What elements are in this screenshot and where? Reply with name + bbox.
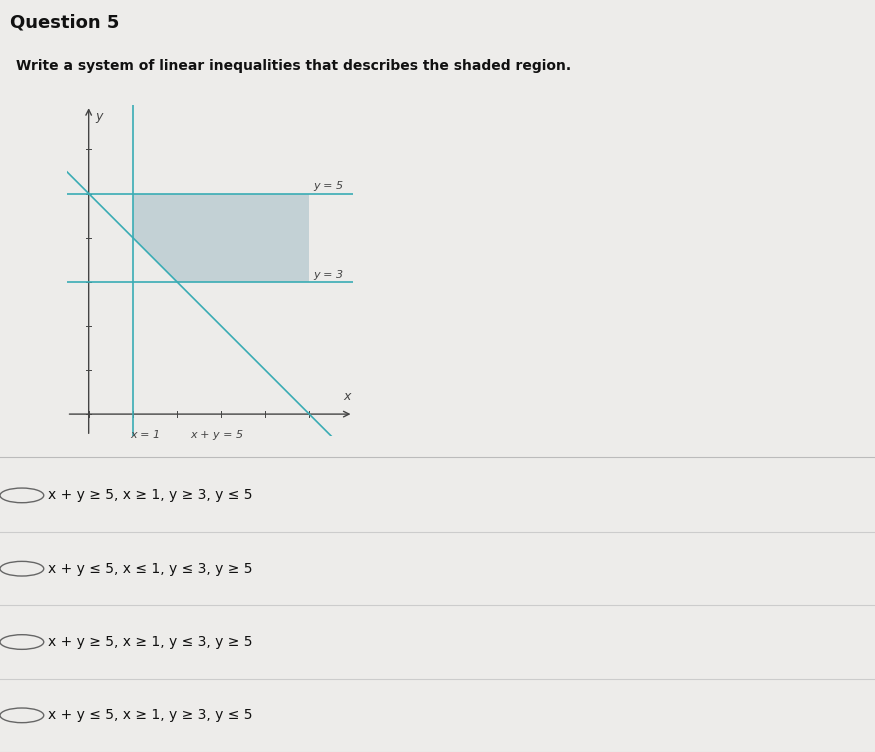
- Text: y = 5: y = 5: [313, 181, 344, 191]
- Text: y: y: [95, 110, 102, 123]
- Text: x + y ≤ 5, x ≥ 1, y ≥ 3, y ≤ 5: x + y ≤ 5, x ≥ 1, y ≥ 3, y ≤ 5: [48, 708, 253, 723]
- Text: y = 3: y = 3: [313, 269, 344, 280]
- Text: x + y ≤ 5, x ≤ 1, y ≤ 3, y ≥ 5: x + y ≤ 5, x ≤ 1, y ≤ 3, y ≥ 5: [48, 562, 253, 576]
- Text: x = 1: x = 1: [130, 429, 161, 439]
- Text: Write a system of linear inequalities that describes the shaded region.: Write a system of linear inequalities th…: [16, 59, 570, 73]
- Text: Question 5: Question 5: [10, 14, 120, 32]
- Text: x: x: [344, 390, 351, 403]
- Text: x + y = 5: x + y = 5: [190, 429, 243, 439]
- Text: x + y ≥ 5, x ≥ 1, y ≥ 3, y ≤ 5: x + y ≥ 5, x ≥ 1, y ≥ 3, y ≤ 5: [48, 488, 253, 502]
- Text: x + y ≥ 5, x ≥ 1, y ≤ 3, y ≥ 5: x + y ≥ 5, x ≥ 1, y ≤ 3, y ≥ 5: [48, 635, 253, 649]
